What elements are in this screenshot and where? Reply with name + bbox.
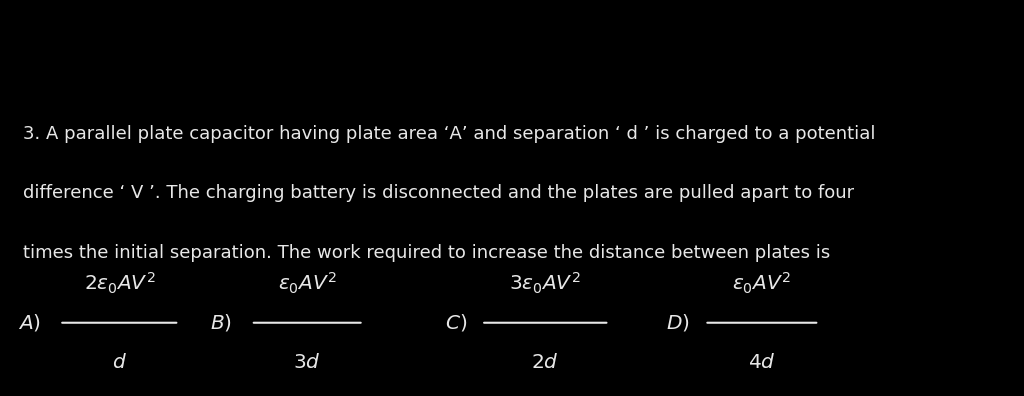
- Text: $d$: $d$: [113, 353, 127, 372]
- Text: $3\epsilon_0 AV^2$: $3\epsilon_0 AV^2$: [509, 270, 581, 296]
- Text: $\epsilon_0 AV^2$: $\epsilon_0 AV^2$: [732, 270, 792, 296]
- Text: $B)$: $B)$: [210, 312, 231, 333]
- Text: $\epsilon_0 AV^2$: $\epsilon_0 AV^2$: [278, 270, 337, 296]
- Text: $3d$: $3d$: [293, 353, 322, 372]
- Text: $C)$: $C)$: [445, 312, 468, 333]
- Text: times the initial separation. The work required to increase the distance between: times the initial separation. The work r…: [23, 244, 829, 261]
- Text: difference ‘ V ’. The charging battery is disconnected and the plates are pulled: difference ‘ V ’. The charging battery i…: [23, 184, 854, 202]
- Text: $4d$: $4d$: [748, 353, 776, 372]
- Text: $2\epsilon_0 AV^2$: $2\epsilon_0 AV^2$: [84, 270, 156, 296]
- Text: $A)$: $A)$: [18, 312, 41, 333]
- Text: $2d$: $2d$: [530, 353, 559, 372]
- Text: $D)$: $D)$: [666, 312, 689, 333]
- Text: 3. A parallel plate capacitor having plate area ‘A’ and separation ‘ d ’ is char: 3. A parallel plate capacitor having pla…: [23, 125, 876, 143]
